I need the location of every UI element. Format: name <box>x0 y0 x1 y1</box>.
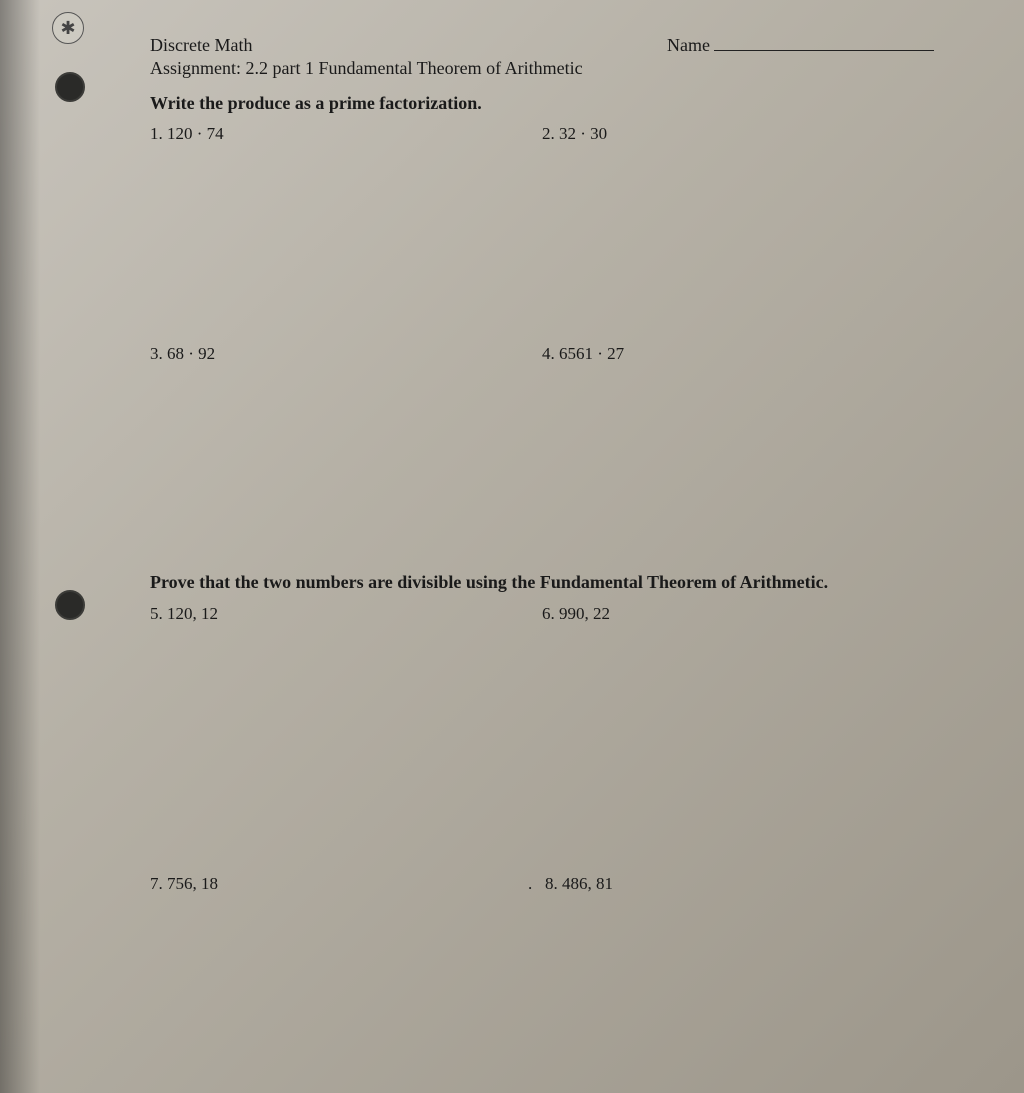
problem-text: 486, 81 <box>562 874 613 893</box>
problem-3: 3. 68 · 92 <box>150 334 542 564</box>
problem-text: 990, 22 <box>559 604 610 623</box>
page-shadow <box>0 0 40 1093</box>
problem-text: 120, 12 <box>167 604 218 623</box>
problem-7: 7. 756, 18 <box>150 864 542 934</box>
problem-number: 7. <box>150 874 163 893</box>
section1-problems: 1. 120 · 74 2. 32 · 30 3. 68 · 92 4. 656… <box>150 114 934 564</box>
section2-problems: 5. 120, 12 6. 990, 22 7. 756, 18 . 8. 48… <box>150 594 934 934</box>
hole-punch-icon <box>55 590 85 620</box>
assignment-line: Assignment: 2.2 part 1 Fundamental Theor… <box>150 58 964 79</box>
problem-text: 32 · 30 <box>559 124 607 143</box>
problem-1: 1. 120 · 74 <box>150 114 542 334</box>
name-field: Name <box>667 30 934 56</box>
problem-5: 5. 120, 12 <box>150 594 542 864</box>
header-row: Discrete Math Name <box>150 30 964 56</box>
problem-text: 120 · 74 <box>167 124 224 143</box>
problem-4: 4. 6561 · 27 <box>542 334 934 564</box>
name-blank-line[interactable] <box>714 30 934 51</box>
star-mark-icon: ✱ <box>52 12 84 44</box>
problem-2: 2. 32 · 30 <box>542 114 934 334</box>
problem-text: 756, 18 <box>167 874 218 893</box>
problem-number: 1. <box>150 124 163 143</box>
name-label: Name <box>667 35 710 56</box>
course-title: Discrete Math <box>150 35 252 56</box>
problem-number: 6. <box>542 604 555 623</box>
section2-title: Prove that the two numbers are divisible… <box>150 570 924 594</box>
worksheet-page: ✱ Discrete Math Name Assignment: 2.2 par… <box>0 0 1024 1093</box>
problem-8: . 8. 486, 81 <box>542 864 934 934</box>
problem-number: 8. <box>545 874 558 893</box>
hole-punch-icon <box>55 72 85 102</box>
problem-number: 2. <box>542 124 555 143</box>
problem-number: 3. <box>150 344 163 363</box>
problem-text: 6561 · 27 <box>559 344 624 363</box>
section1-title: Write the produce as a prime factorizati… <box>150 93 964 114</box>
problem-leading-dot: . <box>528 874 541 893</box>
problem-6: 6. 990, 22 <box>542 594 934 864</box>
problem-number: 5. <box>150 604 163 623</box>
problem-text: 68 · 92 <box>167 344 215 363</box>
problem-number: 4. <box>542 344 555 363</box>
